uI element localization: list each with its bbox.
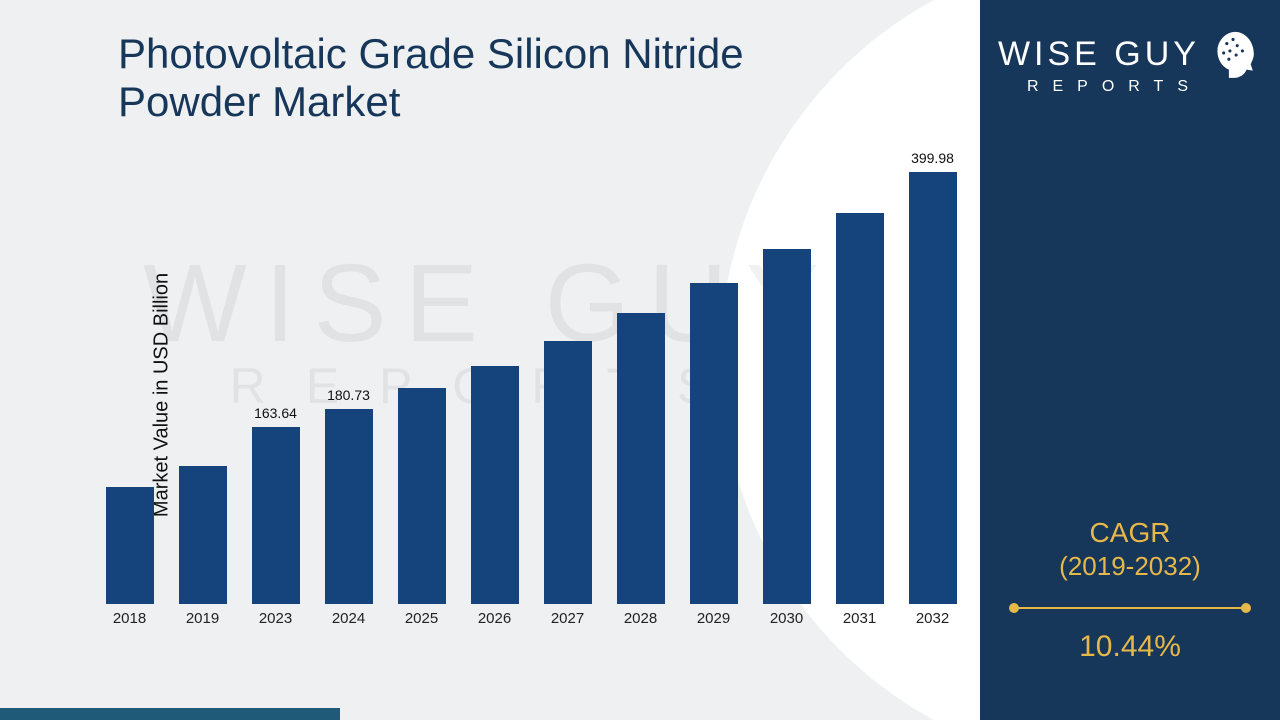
logo-text-1: WISE GUY bbox=[998, 35, 1200, 74]
cagr-label: CAGR bbox=[980, 517, 1280, 549]
x-axis: 2018 2019 2023 2024 2025 2026 2027 2028 2029 2030… bbox=[96, 604, 960, 640]
brand-logo: WISE GUY REPORTS bbox=[998, 28, 1258, 96]
logo-line-1: WISE GUY bbox=[998, 28, 1258, 80]
x-tick: 2023 bbox=[248, 604, 303, 640]
x-tick: 2027 bbox=[540, 604, 595, 640]
x-tick: 2024 bbox=[321, 604, 376, 640]
cagr-value: 10.44% bbox=[980, 630, 1280, 664]
bar bbox=[544, 341, 592, 604]
x-tick: 2025 bbox=[394, 604, 449, 640]
bar bbox=[398, 388, 446, 604]
x-tick: 2026 bbox=[467, 604, 522, 640]
bar bbox=[690, 283, 738, 604]
bar bbox=[763, 249, 811, 604]
bar bbox=[179, 466, 227, 604]
cagr-period: (2019-2032) bbox=[980, 551, 1280, 582]
bar-slot: 399.98 bbox=[905, 150, 960, 604]
brain-head-icon bbox=[1206, 28, 1258, 80]
bar-slot bbox=[613, 313, 668, 604]
bars-container: 163.64 180.73 399.98 bbox=[96, 150, 960, 604]
bar-slot bbox=[832, 213, 887, 604]
bar-value-label: 163.64 bbox=[254, 405, 297, 421]
bar bbox=[106, 487, 154, 604]
chart-area: Market Value in USD Billion 163.64180.73… bbox=[40, 150, 960, 640]
bar bbox=[252, 427, 300, 604]
page-root: WISE GUY REPORTS CAGR (2019-2032) bbox=[0, 0, 1280, 720]
bar-slot bbox=[394, 388, 449, 604]
x-tick: 2029 bbox=[686, 604, 741, 640]
plot-area: 163.64 180.73 399.98 bbox=[96, 150, 960, 604]
bottom-accent-bar bbox=[0, 708, 340, 720]
bar bbox=[471, 366, 519, 604]
bar bbox=[617, 313, 665, 604]
bar bbox=[325, 409, 373, 604]
x-tick: 2030 bbox=[759, 604, 814, 640]
bar-slot bbox=[686, 283, 741, 604]
x-tick: 2019 bbox=[175, 604, 230, 640]
watermark-head-icon bbox=[1000, 140, 1260, 460]
bar-slot bbox=[759, 249, 814, 604]
bar bbox=[836, 213, 884, 604]
chart-title: Photovoltaic Grade Silicon Nitride Powde… bbox=[118, 30, 858, 127]
logo-text-2: REPORTS bbox=[998, 78, 1258, 96]
x-tick: 2032 bbox=[905, 604, 960, 640]
bar bbox=[909, 172, 957, 604]
bar-slot bbox=[175, 466, 230, 604]
x-tick: 2018 bbox=[102, 604, 157, 640]
bar-slot bbox=[540, 341, 595, 604]
bar-slot: 163.64 bbox=[248, 405, 303, 604]
bar-slot: 180.73 bbox=[321, 387, 376, 604]
bar-slot bbox=[467, 366, 522, 604]
cagr-divider bbox=[1014, 604, 1246, 612]
bar-value-label: 399.98 bbox=[911, 150, 954, 166]
cagr-box: CAGR (2019-2032) 10.44% bbox=[980, 517, 1280, 664]
bar-value-label: 180.73 bbox=[327, 387, 370, 403]
bar-slot bbox=[102, 487, 157, 604]
x-tick: 2031 bbox=[832, 604, 887, 640]
x-tick: 2028 bbox=[613, 604, 668, 640]
